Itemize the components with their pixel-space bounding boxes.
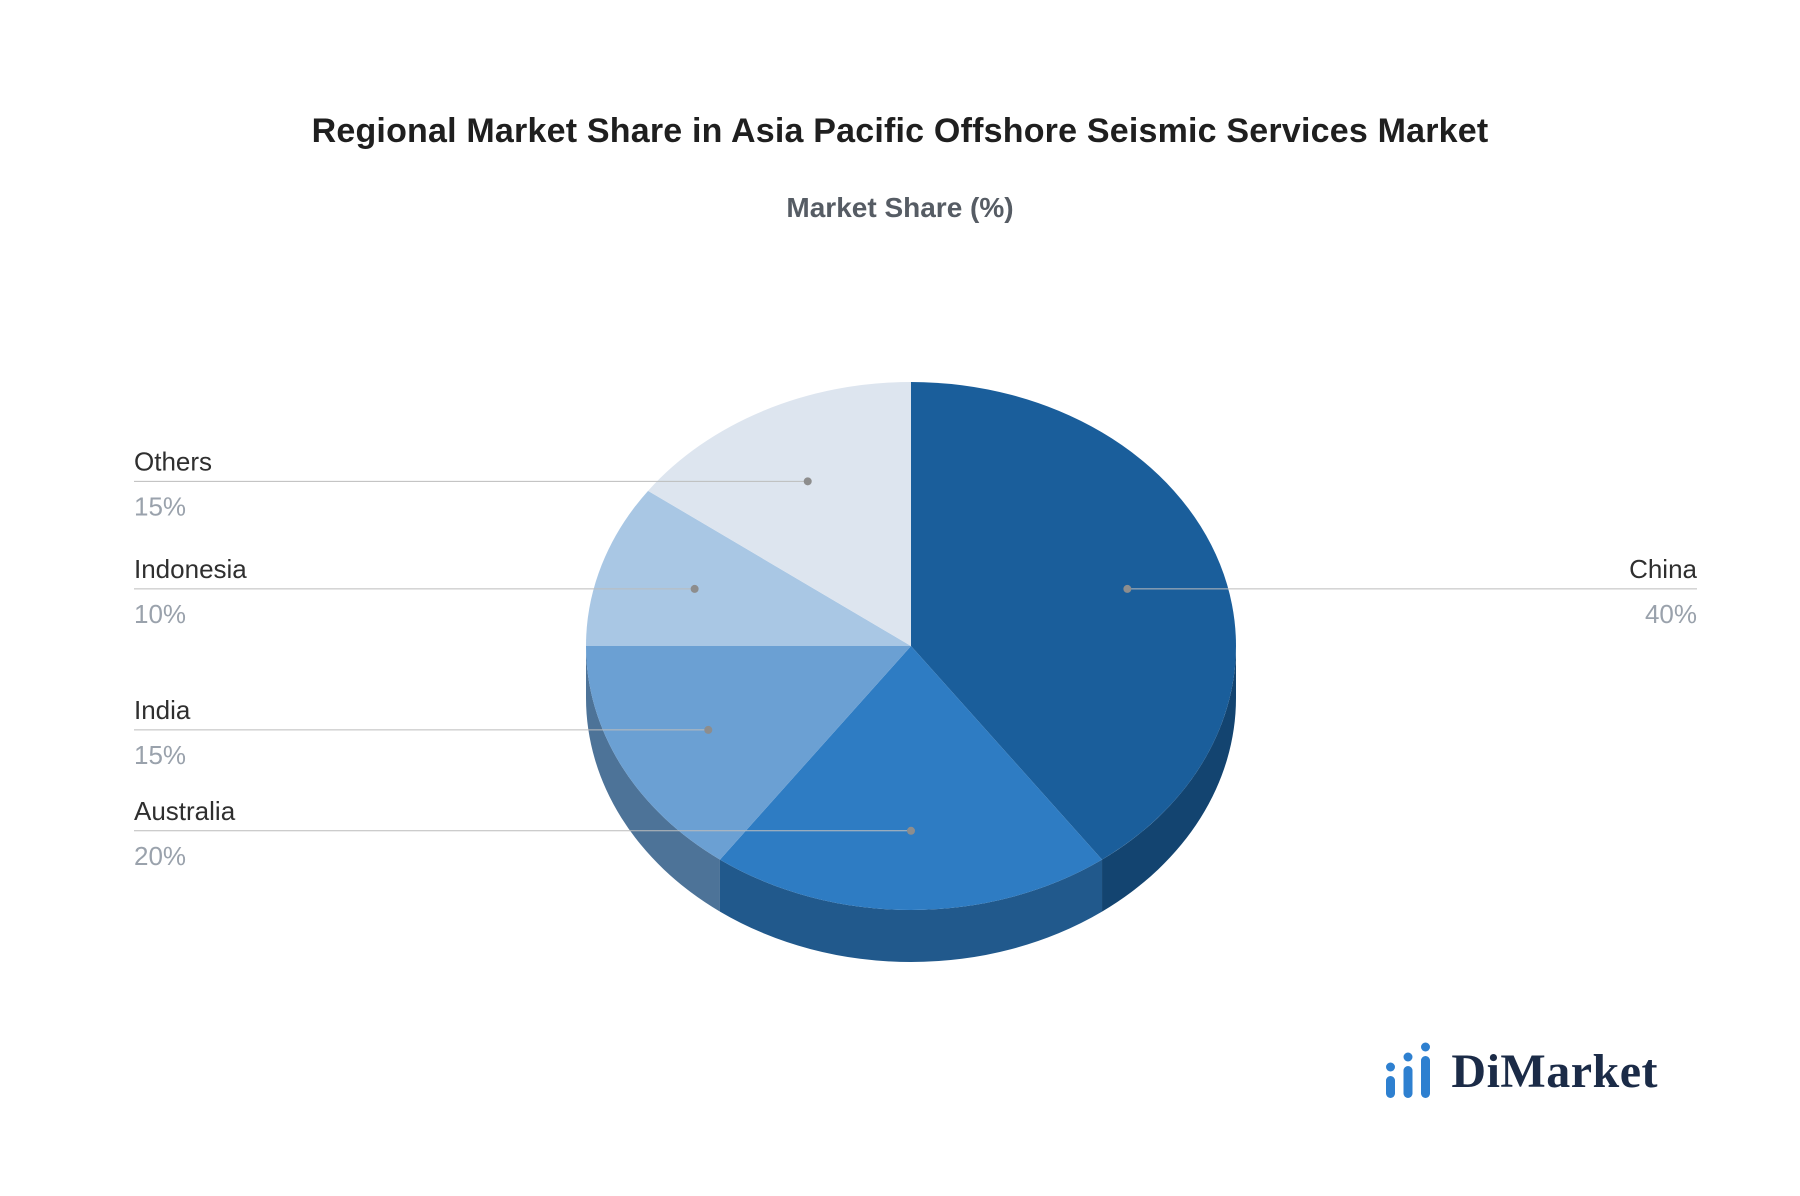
leader-dot-indonesia [690,584,699,593]
slice-percent-indonesia: 10% [134,599,186,629]
slice-percent-india: 15% [134,740,186,770]
slice-label-china: China [1629,554,1697,584]
pie-slice-india [586,646,911,860]
leader-dot-australia [907,826,915,835]
slice-label-india: India [134,695,191,725]
pie-slice-china [911,382,1237,860]
brand-name: DiMarket [1451,1044,1658,1098]
pie-slice-australia [719,646,1103,911]
chart-subtitle: Market Share (%) [786,192,1014,223]
pie-side-australia [719,859,1103,962]
leader-dot-others [803,477,812,486]
slice-label-australia: Australia [134,796,236,826]
bar-chart-logo-icon [1386,1042,1431,1098]
chart-title: Regional Market Share in Asia Pacific Of… [311,112,1489,150]
slice-percent-china: 40% [1645,599,1697,629]
slice-label-others: Others [134,446,212,476]
slice-label-indonesia: Indonesia [134,554,247,584]
leader-dot-india [704,725,713,734]
pie-side-china [1102,646,1236,912]
slice-percent-others: 15% [134,491,186,521]
pie-slice-indonesia [586,490,911,646]
pie-side-india [586,646,720,912]
slice-percent-australia: 20% [134,841,186,871]
leader-dot-china [1123,584,1132,593]
pie-slice-others [648,382,911,646]
brand-logo: DiMarket [1381,1040,1658,1102]
